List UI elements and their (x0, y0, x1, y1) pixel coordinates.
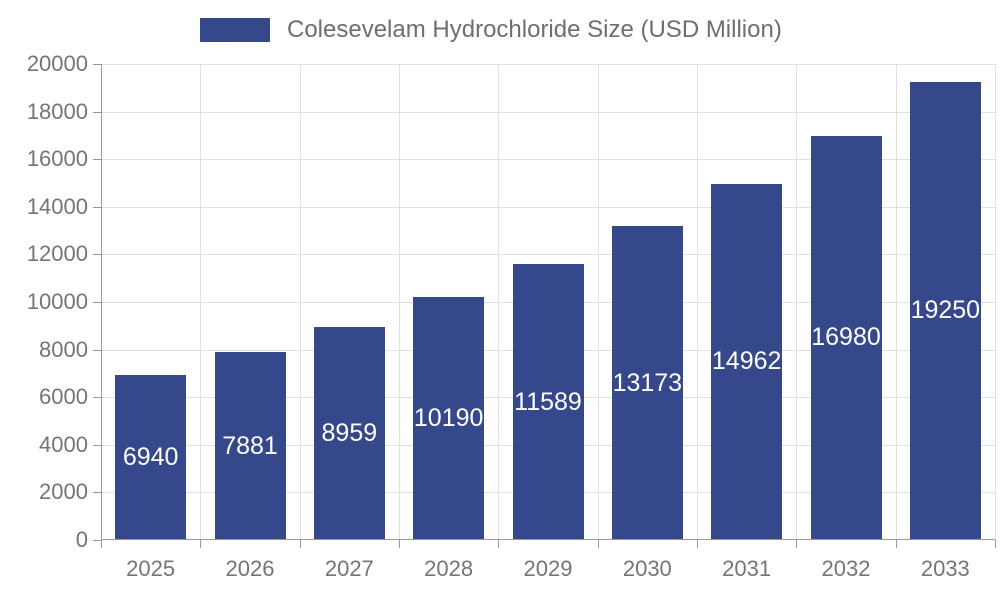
bar-value-label: 13173 (612, 368, 683, 397)
y-axis-tick-mark (93, 302, 101, 303)
gridline-vertical (697, 64, 698, 540)
bar-value-label: 6940 (122, 442, 179, 471)
bar-2030[interactable]: 13173 (611, 226, 683, 540)
plot-area: 6940 7881 8959 10190 11589 13173 14962 16980 192… (93, 64, 996, 548)
y-axis-tick-label: 6000 (39, 384, 88, 410)
x-axis-tick-mark (995, 540, 996, 548)
x-axis-tick-mark (895, 540, 897, 548)
bar-2029[interactable]: 11589 (512, 264, 584, 540)
y-axis-tick-label: 0 (75, 527, 88, 552)
bar-value-label: 10190 (413, 404, 484, 433)
y-axis-tick-label: 4000 (39, 431, 88, 457)
y-axis-tick-mark (93, 254, 101, 256)
gridline-horizontal (101, 64, 995, 65)
y-axis-tick-label: 18000 (26, 98, 88, 124)
x-axis-tick-mark (498, 540, 500, 548)
gridline-horizontal (101, 254, 995, 256)
bar-2027[interactable]: 8959 (313, 326, 385, 540)
y-axis-tick-label: 10000 (26, 289, 88, 314)
x-axis-label-2025: 2025 (126, 556, 176, 581)
x-axis-label-2032: 2032 (821, 556, 871, 581)
bar-value-label: 16980 (811, 323, 881, 352)
gridline-vertical (597, 64, 599, 540)
bar-value-label: 19250 (910, 296, 981, 325)
bar-value-label: 7881 (222, 431, 278, 460)
x-axis-label-2030: 2030 (622, 556, 672, 581)
x-axis-tick-mark (796, 540, 798, 548)
x-axis-label-2027: 2027 (324, 556, 374, 581)
x-axis-label-2026: 2026 (225, 556, 275, 581)
x-axis-label-2031: 2031 (722, 556, 772, 581)
y-axis-tick-mark (93, 492, 101, 494)
y-axis-tick-mark (93, 444, 101, 446)
y-axis-tick-label: 14000 (26, 193, 88, 219)
y-axis-tick-mark (93, 206, 101, 208)
x-axis-label-2033: 2033 (920, 556, 970, 581)
legend-item[interactable]: Colesevelam Hydrochloride Size (USD Mill… (200, 16, 782, 43)
x-axis-tick-mark (697, 540, 698, 548)
y-axis-tick-label: 16000 (26, 146, 88, 172)
y-axis-tick-label: 20000 (26, 51, 88, 76)
gridline-vertical (200, 64, 202, 540)
x-axis-tick-mark (597, 540, 599, 548)
gridline-vertical (895, 64, 897, 540)
y-axis-tick-mark (93, 159, 101, 161)
x-axis-tick-mark (399, 540, 400, 548)
bar-2025[interactable]: 6940 (115, 374, 187, 540)
x-axis-tick-mark (200, 540, 202, 548)
gridline-horizontal (101, 159, 995, 161)
bar-value-label: 11589 (514, 387, 582, 416)
bar-value-label: 14962 (711, 347, 782, 376)
gridline-vertical (399, 64, 400, 540)
gridline-vertical (995, 64, 996, 540)
legend-swatch (200, 18, 270, 42)
gridline-vertical (796, 64, 798, 540)
y-axis-tick-mark (93, 349, 101, 351)
y-axis-tick-label: 12000 (26, 241, 88, 267)
gridline-vertical (299, 64, 301, 540)
x-axis-line (101, 539, 995, 540)
legend-label: Colesevelam Hydrochloride Size (USD Mill… (287, 16, 782, 43)
gridline-vertical (498, 64, 500, 540)
y-axis-tick-label: 8000 (39, 336, 88, 362)
y-axis-line (101, 64, 102, 540)
x-axis-label-2029: 2029 (523, 556, 573, 581)
y-axis-tick-label: 2000 (39, 479, 88, 505)
bar-2028[interactable]: 10190 (413, 297, 485, 540)
bar-2032[interactable]: 16980 (810, 135, 882, 540)
y-axis-tick-mark (93, 111, 101, 113)
x-axis-tick-mark (299, 540, 301, 548)
y-axis-tick-mark (93, 64, 101, 65)
bar-2033[interactable]: 19250 (909, 81, 981, 540)
x-axis-tick-mark (101, 540, 102, 548)
bar-2031[interactable]: 14962 (711, 183, 783, 540)
gridline-horizontal (101, 206, 995, 208)
bar-value-label: 8959 (321, 418, 378, 447)
y-axis-tick-mark (93, 540, 101, 541)
x-axis-label-2028: 2028 (424, 556, 474, 581)
y-axis-tick-mark (93, 397, 101, 399)
gridline-horizontal (101, 111, 995, 113)
bar-2026[interactable]: 7881 (214, 352, 286, 540)
